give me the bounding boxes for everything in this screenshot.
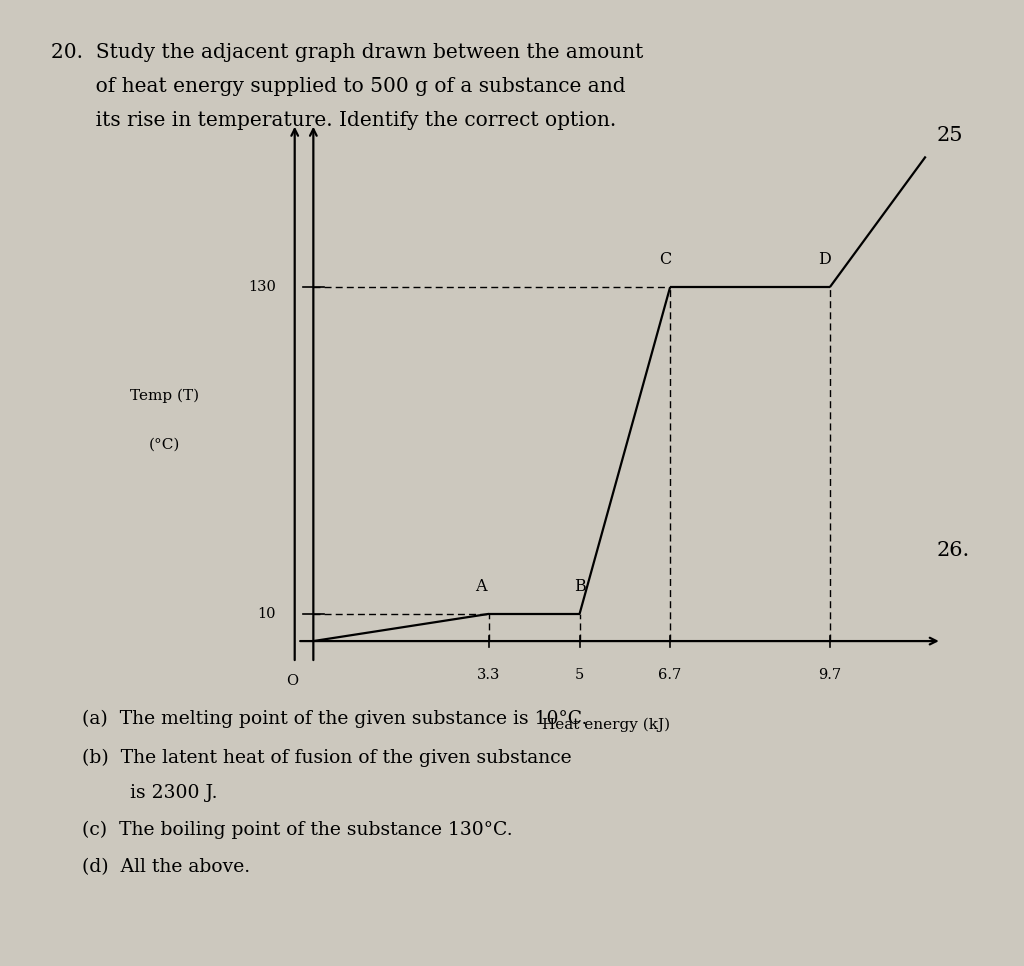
Text: (a)  The melting point of the given substance is 10°C.: (a) The melting point of the given subst… (82, 710, 588, 728)
Text: (°C): (°C) (148, 438, 180, 452)
Text: D: D (818, 251, 830, 269)
Text: Heat energy (kJ): Heat energy (kJ) (542, 718, 671, 731)
Text: Temp (T): Temp (T) (130, 389, 199, 403)
Text: 20.  Study the adjacent graph drawn between the amount: 20. Study the adjacent graph drawn betwe… (51, 43, 643, 63)
Text: its rise in temperature. Identify the correct option.: its rise in temperature. Identify the co… (51, 111, 616, 130)
Text: 25: 25 (937, 126, 964, 145)
Text: A: A (475, 578, 486, 595)
Text: C: C (658, 251, 671, 269)
Text: (d)  All the above.: (d) All the above. (82, 858, 250, 876)
Text: 130: 130 (248, 280, 276, 295)
Text: 6.7: 6.7 (658, 668, 682, 682)
Text: of heat energy supplied to 500 g of a substance and: of heat energy supplied to 500 g of a su… (51, 77, 626, 97)
Text: 10: 10 (258, 607, 276, 621)
Text: 5: 5 (574, 668, 585, 682)
Text: 9.7: 9.7 (818, 668, 842, 682)
Text: O: O (286, 673, 298, 688)
Text: (c)  The boiling point of the substance 130°C.: (c) The boiling point of the substance 1… (82, 821, 513, 839)
Text: is 2300 J.: is 2300 J. (82, 784, 217, 803)
Text: (b)  The latent heat of fusion of the given substance: (b) The latent heat of fusion of the giv… (82, 749, 571, 767)
Text: B: B (573, 578, 586, 595)
Text: 3.3: 3.3 (477, 668, 501, 682)
Text: 26.: 26. (937, 541, 970, 560)
